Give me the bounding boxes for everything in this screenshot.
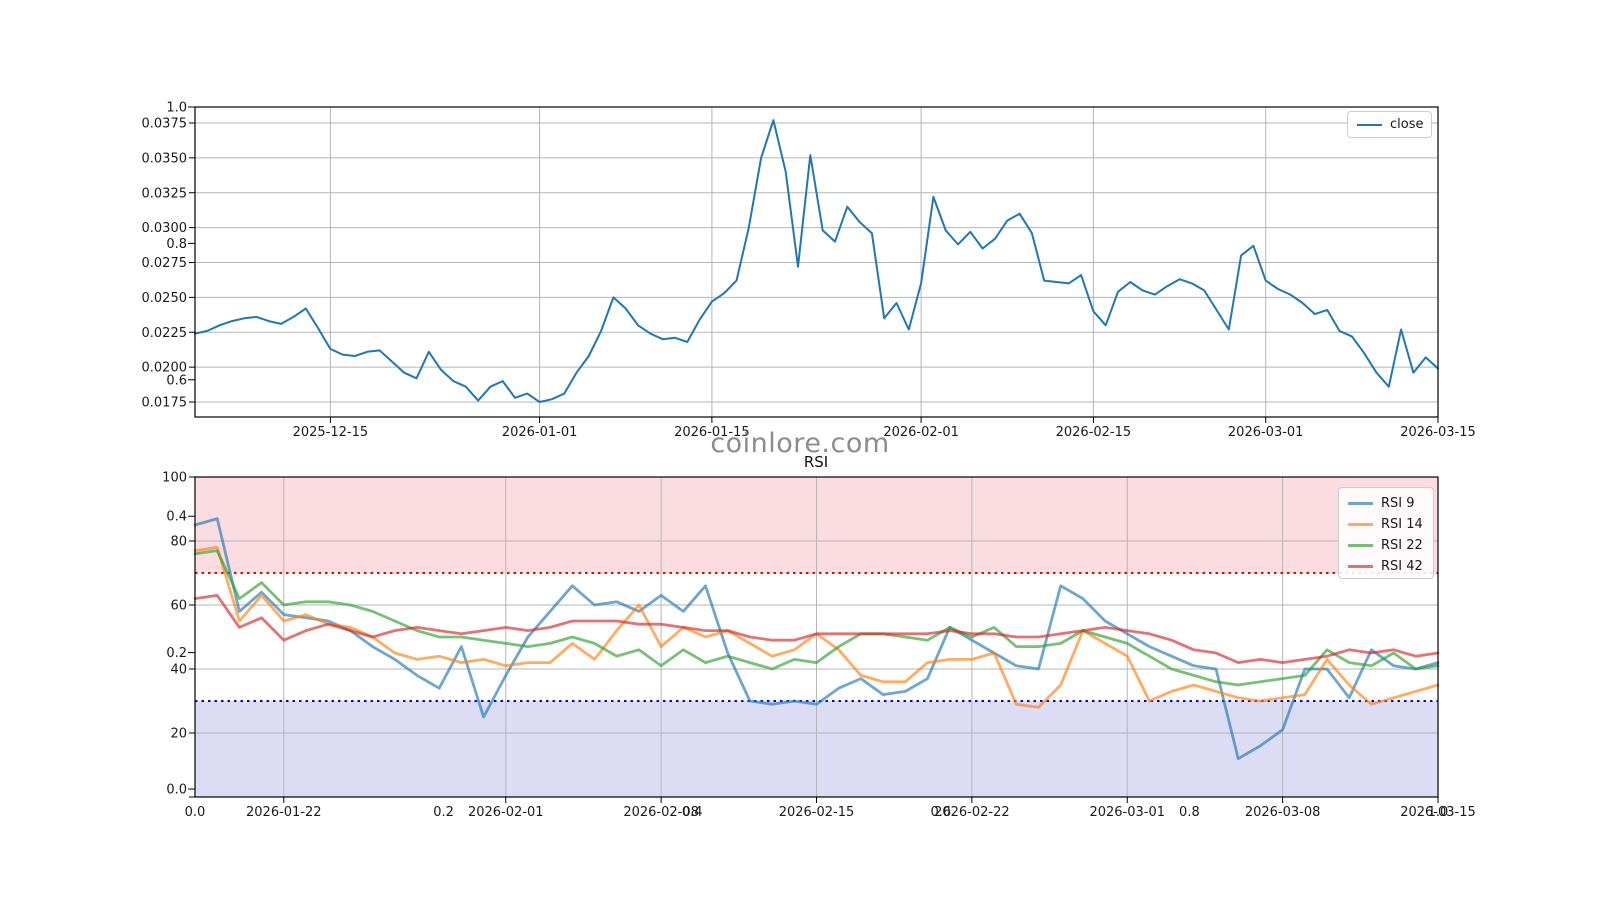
figure-y-tick-label: 0.0 (166, 783, 187, 798)
rsi-x-tick-label: 2026-02-22 (934, 805, 1010, 820)
close-line (194, 119, 1439, 403)
rsi-x-tick-label: 2026-02-15 (779, 805, 855, 820)
price-y-tick-label: 0.0350 (142, 151, 188, 166)
price-x-tick-label: 2026-02-15 (1056, 425, 1132, 440)
price-y-tick-label: 0.0375 (142, 117, 188, 132)
rsi-x-tick-label: 2026-02-01 (468, 805, 544, 820)
rsi-legend: RSI 9 RSI 14 RSI 22 RSI 42 (1338, 487, 1434, 579)
figure-x-tick-label: 0.6 (930, 805, 951, 820)
legend-label: RSI 42 (1381, 559, 1423, 574)
legend-line-swatch (1357, 123, 1382, 126)
legend-line-swatch (1348, 502, 1373, 505)
figure-x-tick-label: 0.0 (185, 805, 206, 820)
figure-x-tick-label: 1.0 (1428, 805, 1449, 820)
legend-label: RSI 14 (1381, 517, 1423, 532)
legend-line-swatch (1348, 565, 1373, 568)
legend-line-swatch (1348, 544, 1373, 547)
price-x-tick-label: 2026-03-01 (1228, 425, 1304, 440)
legend-label: close (1390, 117, 1424, 132)
legend-label: RSI 22 (1381, 538, 1423, 553)
price-x-tick-label: 2026-01-01 (502, 425, 578, 440)
legend-line-swatch (1348, 523, 1373, 526)
rsi-x-tick-label: 2026-03-15 (1400, 805, 1476, 820)
price-x-tick-label: 2026-03-15 (1400, 425, 1476, 440)
legend-entry: RSI 42 (1348, 556, 1424, 577)
rsi-line-rsi22 (193, 549, 1440, 687)
rsi-line-rsi9 (193, 517, 1440, 760)
figure-y-tick-label: 0.6 (166, 373, 187, 388)
legend-entry: RSI 9 (1348, 493, 1424, 514)
figure-x-tick-label: 0.8 (1179, 805, 1200, 820)
legend-entry: RSI 14 (1348, 514, 1424, 535)
figure-x-tick-label: 0.2 (433, 805, 454, 820)
price-y-tick-label: 0.0200 (142, 361, 188, 376)
price-legend: close (1347, 111, 1432, 138)
rsi-x-tick-label: 2026-01-22 (246, 805, 322, 820)
price-y-tick-label: 0.0250 (142, 291, 188, 306)
watermark: coinlore.com (710, 428, 890, 459)
rsi-x-tick-label: 2026-03-08 (1245, 805, 1321, 820)
price-x-tick-label: 2025-12-15 (293, 425, 369, 440)
legend-entry: close (1357, 117, 1424, 132)
price-y-tick-label: 0.0175 (142, 396, 188, 411)
price-x-tick-label: 2026-02-01 (883, 425, 959, 440)
figure-y-tick-label: 1.0 (166, 101, 187, 116)
price-y-tick-label: 0.0225 (142, 326, 188, 341)
price-y-tick-label: 0.0275 (142, 256, 188, 271)
legend-label: RSI 9 (1381, 496, 1415, 511)
price-y-tick-label: 0.0325 (142, 186, 188, 201)
price-y-tick-label: 0.0300 (142, 221, 188, 236)
figure-y-tick-label: 0.8 (166, 237, 187, 252)
rsi-chart-title: RSI (803, 453, 829, 471)
rsi-x-tick-label: 2026-02-08 (623, 805, 699, 820)
figure-y-tick-label: 0.2 (166, 646, 187, 661)
legend-entry: RSI 22 (1348, 535, 1424, 556)
price-x-tick-label: 2026-01-15 (674, 425, 750, 440)
rsi-y-tick-label: 100 (162, 471, 187, 486)
rsi-y-tick-label: 20 (170, 727, 187, 742)
rsi-line-rsi42 (193, 594, 1440, 664)
rsi-x-tick-label: 2026-03-01 (1089, 805, 1165, 820)
rsi-y-tick-label: 80 (170, 535, 187, 550)
rsi-y-tick-label: 60 (170, 599, 187, 614)
rsi-y-tick-label: 40 (170, 663, 187, 678)
figure-y-tick-label: 0.4 (166, 510, 187, 525)
figure-x-tick-label: 0.4 (682, 805, 703, 820)
